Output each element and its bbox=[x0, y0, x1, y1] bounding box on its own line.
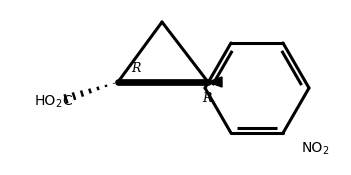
Text: HO: HO bbox=[35, 94, 56, 108]
Text: NO: NO bbox=[302, 141, 323, 155]
Text: R: R bbox=[202, 92, 212, 104]
Text: C: C bbox=[62, 94, 72, 108]
Text: 2: 2 bbox=[322, 146, 328, 156]
Text: R: R bbox=[131, 61, 141, 75]
Polygon shape bbox=[208, 77, 222, 87]
Text: 2: 2 bbox=[55, 99, 61, 109]
